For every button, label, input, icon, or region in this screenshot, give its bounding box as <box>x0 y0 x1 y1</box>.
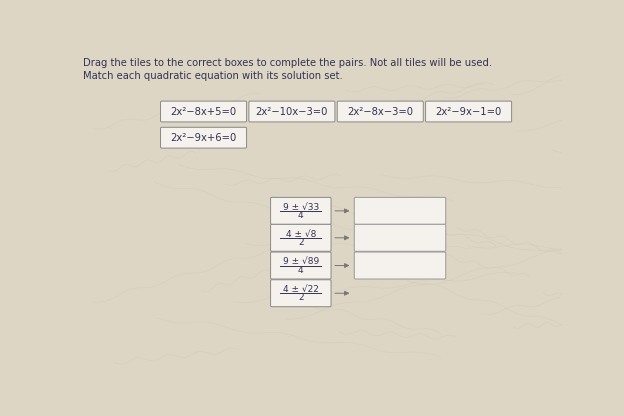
Text: 2x²−8x+5=0: 2x²−8x+5=0 <box>170 106 236 116</box>
FancyBboxPatch shape <box>271 224 331 251</box>
FancyBboxPatch shape <box>271 280 331 307</box>
FancyBboxPatch shape <box>249 101 335 122</box>
FancyBboxPatch shape <box>354 224 446 251</box>
FancyBboxPatch shape <box>271 197 331 224</box>
Text: 2x²−8x−3=0: 2x²−8x−3=0 <box>347 106 413 116</box>
Text: 4: 4 <box>298 211 304 220</box>
FancyBboxPatch shape <box>354 197 446 224</box>
Text: 2x²−10x−3=0: 2x²−10x−3=0 <box>256 106 328 116</box>
Text: 4 ± √8: 4 ± √8 <box>286 230 316 238</box>
FancyBboxPatch shape <box>354 252 446 279</box>
Text: 4: 4 <box>298 266 304 275</box>
Text: 2: 2 <box>298 238 304 247</box>
FancyBboxPatch shape <box>160 101 246 122</box>
Text: Drag the tiles to the correct boxes to complete the pairs. Not all tiles will be: Drag the tiles to the correct boxes to c… <box>82 58 492 68</box>
Text: 9 ± √89: 9 ± √89 <box>283 257 319 266</box>
Text: 9 ± √33: 9 ± √33 <box>283 203 319 211</box>
FancyBboxPatch shape <box>160 127 246 148</box>
Text: Match each quadratic equation with its solution set.: Match each quadratic equation with its s… <box>82 72 343 82</box>
Text: 2: 2 <box>298 293 304 302</box>
FancyBboxPatch shape <box>426 101 512 122</box>
Text: 4 ± √22: 4 ± √22 <box>283 285 319 294</box>
FancyBboxPatch shape <box>271 252 331 279</box>
Text: 2x²−9x+6=0: 2x²−9x+6=0 <box>170 133 236 143</box>
FancyBboxPatch shape <box>337 101 423 122</box>
Text: 2x²−9x−1=0: 2x²−9x−1=0 <box>436 106 502 116</box>
